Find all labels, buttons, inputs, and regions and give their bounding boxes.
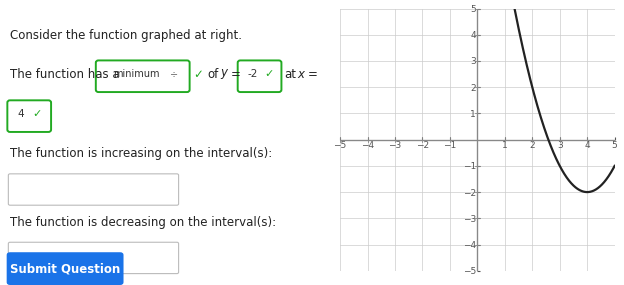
Text: Submit Question: Submit Question — [10, 262, 120, 275]
Text: ✓: ✓ — [265, 69, 274, 79]
Text: $x$: $x$ — [297, 68, 306, 81]
Text: 4: 4 — [17, 109, 24, 119]
Text: =: = — [230, 68, 240, 81]
Text: of: of — [207, 68, 218, 81]
Text: ÷: ÷ — [170, 69, 178, 79]
FancyBboxPatch shape — [7, 100, 51, 132]
FancyBboxPatch shape — [96, 60, 190, 92]
Text: minimum: minimum — [114, 69, 160, 79]
Text: =: = — [308, 68, 318, 81]
Text: The function is increasing on the interval(s):: The function is increasing on the interv… — [10, 147, 272, 160]
Text: The function has a: The function has a — [10, 68, 120, 81]
FancyBboxPatch shape — [8, 242, 178, 274]
Text: Consider the function graphed at right.: Consider the function graphed at right. — [10, 28, 242, 42]
Text: The function is decreasing on the interval(s):: The function is decreasing on the interv… — [10, 216, 276, 229]
FancyBboxPatch shape — [8, 174, 178, 205]
Text: ✓: ✓ — [193, 68, 203, 81]
Text: -2: -2 — [247, 69, 258, 79]
Text: $y$: $y$ — [220, 67, 230, 81]
FancyBboxPatch shape — [238, 60, 281, 92]
Text: ✓: ✓ — [32, 109, 42, 119]
FancyBboxPatch shape — [7, 252, 124, 285]
Text: at: at — [284, 68, 296, 81]
